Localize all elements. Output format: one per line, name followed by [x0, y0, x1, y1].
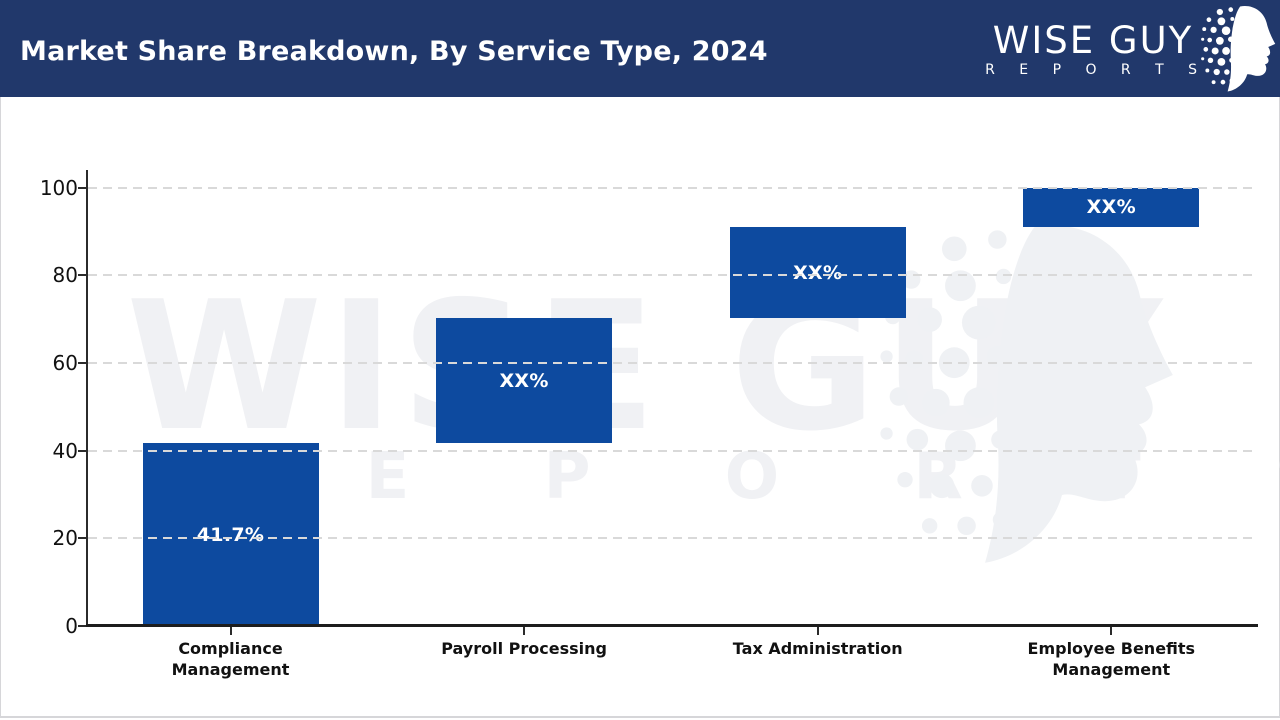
y-tick-mark [78, 186, 86, 189]
category-label: Employee Benefits Management [1027, 639, 1196, 679]
bar-segment: 41.7% [142, 443, 319, 626]
bar-segment: XX% [729, 227, 906, 319]
brand-face-icon [1198, 4, 1276, 94]
bar-segment: XX% [436, 318, 613, 444]
bar-value-label: 41.7% [196, 523, 265, 546]
gridline [88, 274, 1258, 277]
y-tick-label: 20 [52, 526, 78, 551]
y-tick-mark [78, 625, 86, 627]
y-axis-line [86, 170, 88, 626]
bar-value-label: XX% [1086, 196, 1136, 219]
gridline [88, 361, 1258, 364]
gridline [88, 186, 1258, 189]
y-tick-label: 60 [52, 350, 78, 375]
category-label: Tax Administration [732, 639, 903, 658]
x-tick-mark [816, 627, 819, 635]
y-tick-label: 40 [52, 438, 78, 463]
y-tick-label: 100 [39, 175, 78, 200]
y-tick-mark [78, 361, 86, 364]
y-tick-label: 0 [65, 614, 78, 638]
header-bar: Market Share Breakdown, By Service Type,… [0, 0, 1280, 97]
y-tick-mark [78, 274, 86, 277]
gridline [88, 449, 1258, 452]
brand-wordmark: WISE GUY [992, 19, 1194, 62]
watermark-face-icon [868, 218, 1176, 572]
x-tick-mark [523, 627, 526, 635]
bar-segment: XX% [1023, 187, 1200, 228]
x-axis-line [86, 624, 1258, 627]
brand-logo: WISE GUY R E P O R T S [979, 19, 1207, 79]
y-tick-label: 80 [52, 263, 78, 288]
x-tick-mark [1110, 627, 1113, 635]
y-tick-mark [78, 537, 86, 540]
bar-value-label: XX% [499, 369, 549, 392]
chart-title: Market Share Breakdown, By Service Type,… [20, 36, 768, 67]
y-tick-mark [78, 449, 86, 452]
brand-subtext: R E P O R T S [985, 62, 1207, 78]
category-label: Compliance Management [171, 639, 290, 679]
gridline [88, 537, 1258, 540]
bar-value-label: XX% [793, 261, 843, 284]
category-label: Payroll Processing [441, 639, 607, 658]
x-tick-mark [229, 627, 232, 635]
watermark-wordmark: WISE GUY [126, 263, 1168, 470]
